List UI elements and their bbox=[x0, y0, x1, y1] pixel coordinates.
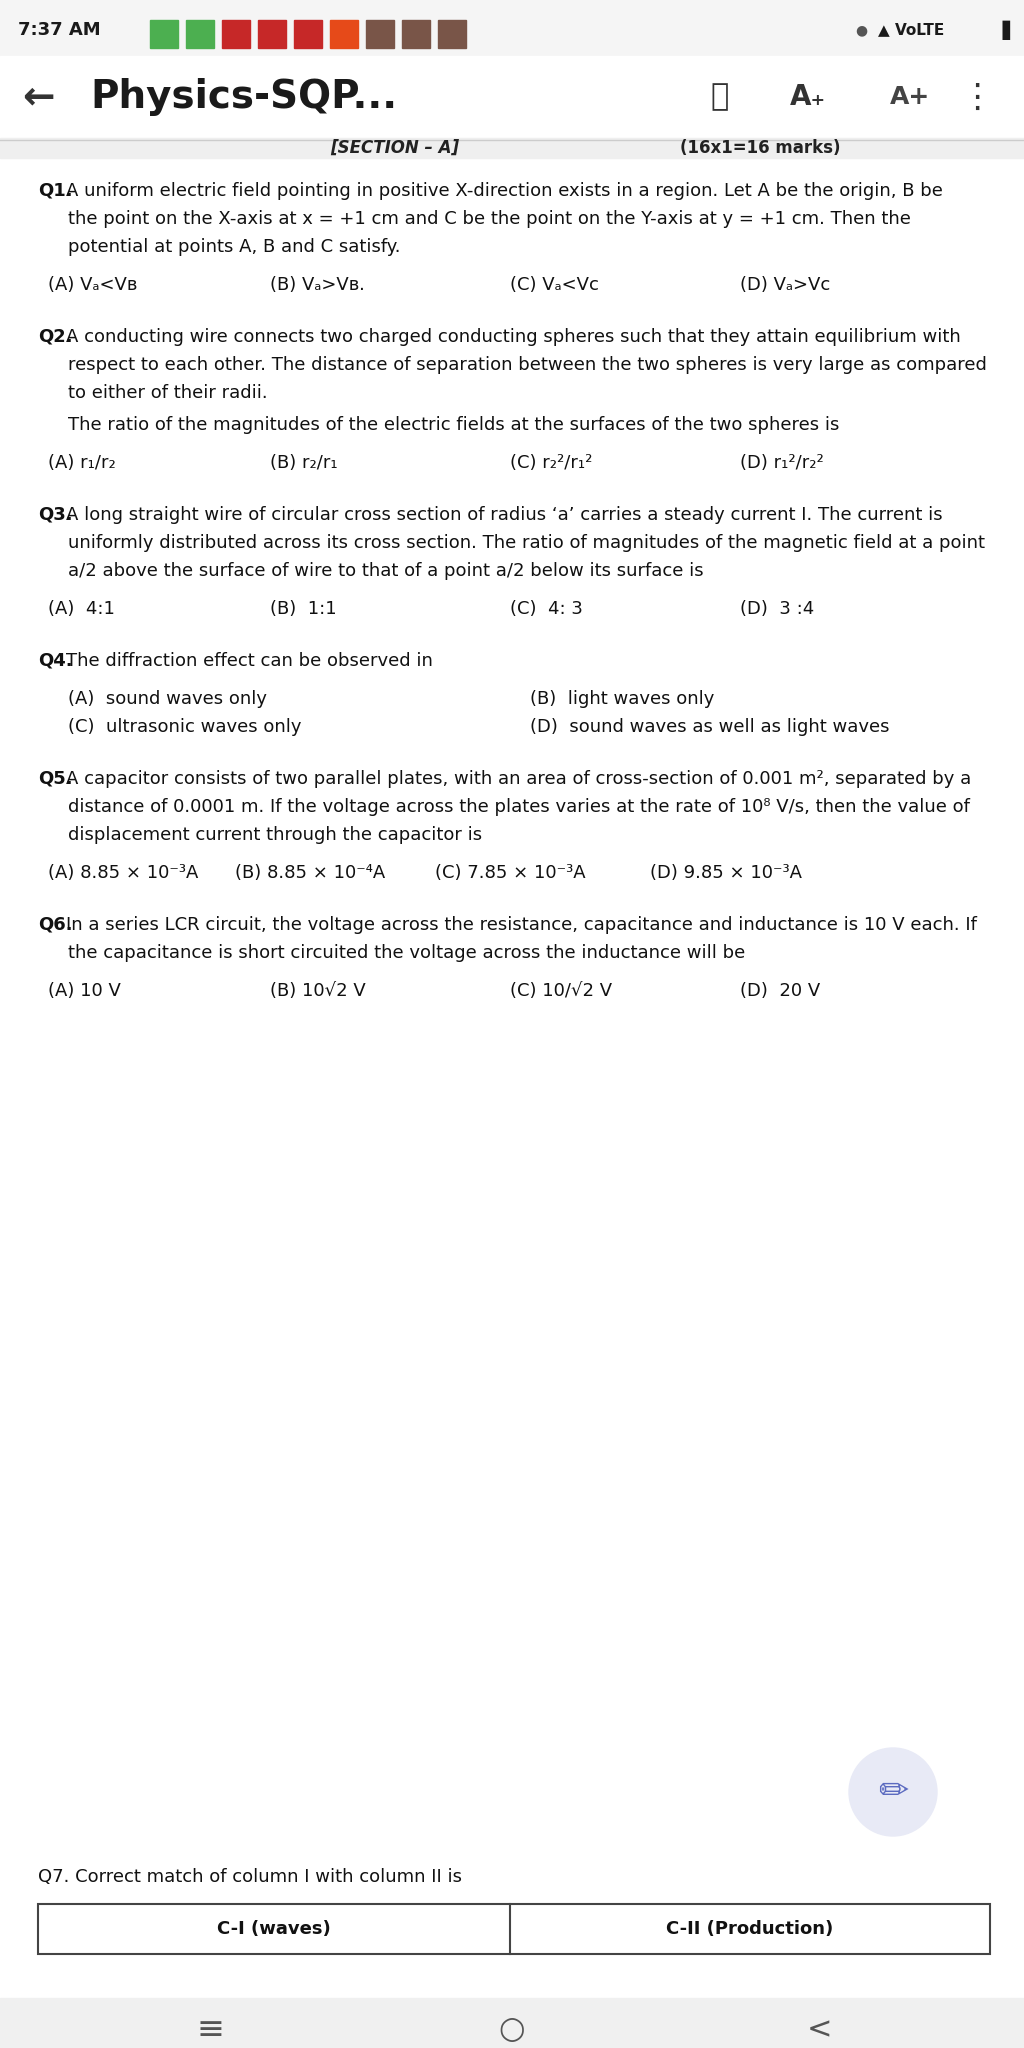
Bar bbox=[0, 55, 1024, 137]
Bar bbox=[0, 1999, 1024, 2048]
Text: (C)  ultrasonic waves only: (C) ultrasonic waves only bbox=[68, 719, 301, 735]
Text: (A)  4:1: (A) 4:1 bbox=[48, 600, 115, 618]
Bar bbox=[222, 20, 250, 47]
Text: distance of 0.0001 m. If the voltage across the plates varies at the rate of 10⁸: distance of 0.0001 m. If the voltage acr… bbox=[68, 799, 970, 815]
Text: The diffraction effect can be observed in: The diffraction effect can be observed i… bbox=[66, 651, 433, 670]
Text: Q2.: Q2. bbox=[38, 328, 73, 346]
Text: ⦿: ⦿ bbox=[710, 82, 728, 111]
Text: (D) r₁²/r₂²: (D) r₁²/r₂² bbox=[740, 455, 823, 471]
Text: (B) r₂/r₁: (B) r₂/r₁ bbox=[270, 455, 338, 471]
Text: (A) Vₐ<Vʙ: (A) Vₐ<Vʙ bbox=[48, 276, 137, 295]
Text: Q3.: Q3. bbox=[38, 506, 73, 524]
Text: (C)  4: 3: (C) 4: 3 bbox=[510, 600, 583, 618]
Text: Physics-SQP...: Physics-SQP... bbox=[90, 78, 397, 117]
Text: <: < bbox=[807, 2015, 833, 2044]
Circle shape bbox=[849, 1749, 937, 1835]
Text: (A) 10 V: (A) 10 V bbox=[48, 981, 121, 999]
Text: the capacitance is short circuited the voltage across the inductance will be: the capacitance is short circuited the v… bbox=[68, 944, 745, 963]
Text: ▲ VoLTE: ▲ VoLTE bbox=[878, 23, 944, 37]
Text: Q1.: Q1. bbox=[38, 182, 73, 201]
Text: (C) Vₐ<Vᴄ: (C) Vₐ<Vᴄ bbox=[510, 276, 599, 295]
Text: Q7. Correct match of column I with column II is: Q7. Correct match of column I with colum… bbox=[38, 1868, 462, 1886]
Text: (B) Vₐ>Vʙ.: (B) Vₐ>Vʙ. bbox=[270, 276, 365, 295]
Text: (C) r₂²/r₁²: (C) r₂²/r₁² bbox=[510, 455, 592, 471]
Bar bbox=[186, 20, 214, 47]
Text: Q6.: Q6. bbox=[38, 915, 73, 934]
Text: (B) 8.85 × 10⁻⁴A: (B) 8.85 × 10⁻⁴A bbox=[234, 864, 385, 883]
Text: A long straight wire of circular cross section of radius ‘a’ carries a steady cu: A long straight wire of circular cross s… bbox=[66, 506, 943, 524]
Text: (D) Vₐ>Vᴄ: (D) Vₐ>Vᴄ bbox=[740, 276, 830, 295]
Text: ⋮: ⋮ bbox=[961, 80, 993, 113]
Text: a/2 above the surface of wire to that of a point a/2 below its surface is: a/2 above the surface of wire to that of… bbox=[68, 561, 703, 580]
Text: [SECTION – A]: [SECTION – A] bbox=[330, 139, 459, 158]
Text: (A) 8.85 × 10⁻³A: (A) 8.85 × 10⁻³A bbox=[48, 864, 199, 883]
Text: the point on the X-axis at x = +1 cm and C be the point on the Y-axis at y = +1 : the point on the X-axis at x = +1 cm and… bbox=[68, 211, 911, 227]
Text: uniformly distributed across its cross section. The ratio of magnitudes of the m: uniformly distributed across its cross s… bbox=[68, 535, 985, 553]
Text: A uniform electric field pointing in positive X-direction exists in a region. Le: A uniform electric field pointing in pos… bbox=[66, 182, 943, 201]
Text: ○: ○ bbox=[499, 2015, 525, 2044]
Text: ▐: ▐ bbox=[995, 20, 1010, 39]
Bar bbox=[366, 20, 394, 47]
Text: The ratio of the magnitudes of the electric fields at the surfaces of the two sp: The ratio of the magnitudes of the elect… bbox=[68, 416, 840, 434]
Text: ←: ← bbox=[22, 78, 54, 117]
Text: C-II (Production): C-II (Production) bbox=[667, 1921, 834, 1937]
Text: In a series LCR circuit, the voltage across the resistance, capacitance and indu: In a series LCR circuit, the voltage acr… bbox=[66, 915, 977, 934]
Text: (B) 10√2 V: (B) 10√2 V bbox=[270, 981, 366, 999]
Bar bbox=[0, 137, 1024, 158]
Bar bbox=[0, 0, 1024, 55]
Text: (A) r₁/r₂: (A) r₁/r₂ bbox=[48, 455, 116, 471]
Text: ✏: ✏ bbox=[878, 1776, 908, 1808]
Text: respect to each other. The distance of separation between the two spheres is ver: respect to each other. The distance of s… bbox=[68, 356, 987, 375]
Text: Q4.: Q4. bbox=[38, 651, 73, 670]
Text: (D)  sound waves as well as light waves: (D) sound waves as well as light waves bbox=[530, 719, 890, 735]
Text: A+: A+ bbox=[890, 86, 930, 109]
Text: displacement current through the capacitor is: displacement current through the capacit… bbox=[68, 825, 482, 844]
Text: ≡: ≡ bbox=[196, 2013, 224, 2046]
Text: (B)  1:1: (B) 1:1 bbox=[270, 600, 337, 618]
Text: (D)  20 V: (D) 20 V bbox=[740, 981, 820, 999]
Bar bbox=[402, 20, 430, 47]
Text: C-I (waves): C-I (waves) bbox=[217, 1921, 331, 1937]
Text: Q5.: Q5. bbox=[38, 770, 73, 788]
Bar bbox=[258, 20, 286, 47]
Bar bbox=[294, 20, 322, 47]
Text: A conducting wire connects two charged conducting spheres such that they attain : A conducting wire connects two charged c… bbox=[66, 328, 961, 346]
Text: (A)  sound waves only: (A) sound waves only bbox=[68, 690, 267, 709]
Text: (D)  3 :4: (D) 3 :4 bbox=[740, 600, 814, 618]
Text: to either of their radii.: to either of their radii. bbox=[68, 385, 267, 401]
Text: (16x1=16 marks): (16x1=16 marks) bbox=[680, 139, 841, 158]
Bar bbox=[330, 20, 358, 47]
Text: (C) 7.85 × 10⁻³A: (C) 7.85 × 10⁻³A bbox=[435, 864, 586, 883]
Bar bbox=[438, 20, 466, 47]
Text: (C) 10/√2 V: (C) 10/√2 V bbox=[510, 981, 612, 999]
Text: ●: ● bbox=[855, 23, 867, 37]
Text: 7:37 AM: 7:37 AM bbox=[18, 20, 100, 39]
Text: A capacitor consists of two parallel plates, with an area of cross-section of 0.: A capacitor consists of two parallel pla… bbox=[66, 770, 971, 788]
Bar bbox=[38, 1905, 990, 1954]
Text: (B)  light waves only: (B) light waves only bbox=[530, 690, 715, 709]
Bar bbox=[150, 20, 178, 47]
Text: (D) 9.85 × 10⁻³A: (D) 9.85 × 10⁻³A bbox=[650, 864, 802, 883]
Text: potential at points A, B and C satisfy.: potential at points A, B and C satisfy. bbox=[68, 238, 400, 256]
Text: A₊: A₊ bbox=[790, 84, 826, 111]
